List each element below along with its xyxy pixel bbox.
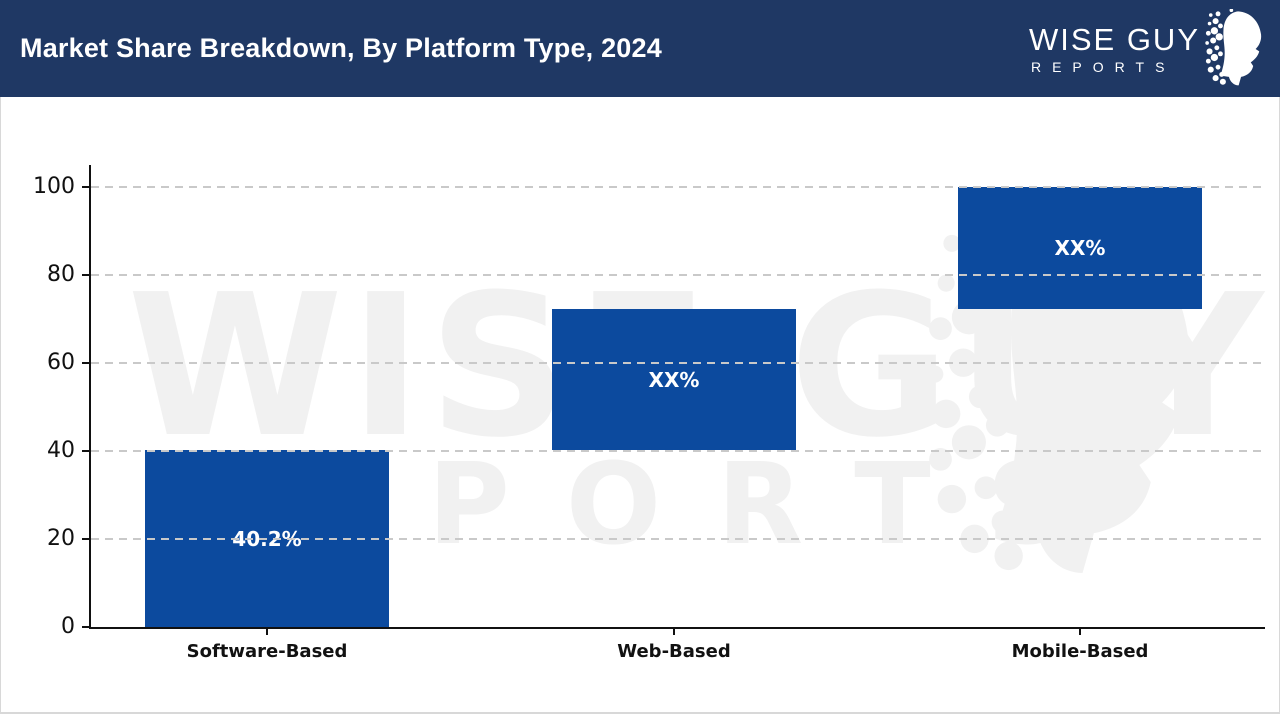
x-tick-mark [1079,627,1081,635]
y-tick-label: 60 [47,350,75,375]
category-label: Software-Based [186,641,348,662]
bar-segment: XX% [552,309,796,451]
y-tick-mark [82,362,89,364]
x-tick-mark [673,627,675,635]
y-tick-label: 100 [33,174,75,199]
y-tick-label: 20 [47,526,75,551]
wiseguy-face-icon [1205,8,1262,85]
chart-canvas: WISE GUY REPORTS 02040608010040.2%Softwa… [0,97,1280,714]
y-tick-label: 0 [61,614,75,639]
page-title: Market Share Breakdown, By Platform Type… [20,33,662,63]
gridline [91,274,1265,276]
plot-area: 0 20 40 60 80 100 40.2% Software-Based XX% Web-Ba… [33,165,1265,662]
y-tick-label: 40 [47,438,75,463]
header: Market Share Breakdown, By Platform Type… [0,0,1280,97]
gridline [91,362,1265,364]
logo-text: WISE GUY REPORTS [1029,24,1200,74]
gridline [91,538,1265,540]
x-tick-mark [266,627,268,635]
y-tick-mark [82,274,89,276]
gridline [91,186,1265,188]
y-tick-mark [82,538,89,540]
y-tick-mark [82,626,89,628]
y-tick-mark [82,186,89,188]
y-tick-label: 80 [47,262,75,287]
bar-value-label: XX% [1054,236,1106,261]
y-tick-mark [82,450,89,452]
bar-value-label: XX% [648,367,700,392]
category-label: Mobile-Based [1011,641,1149,662]
logo-subtitle: REPORTS [1030,58,1176,75]
logo-wordmark: WISE GUY [1028,21,1200,57]
bar-segment: XX% [958,187,1202,310]
wiseguy-logo: WISE GUY REPORTS [1029,8,1266,89]
gridline [91,450,1265,452]
category-label: Web-Based [617,641,731,662]
